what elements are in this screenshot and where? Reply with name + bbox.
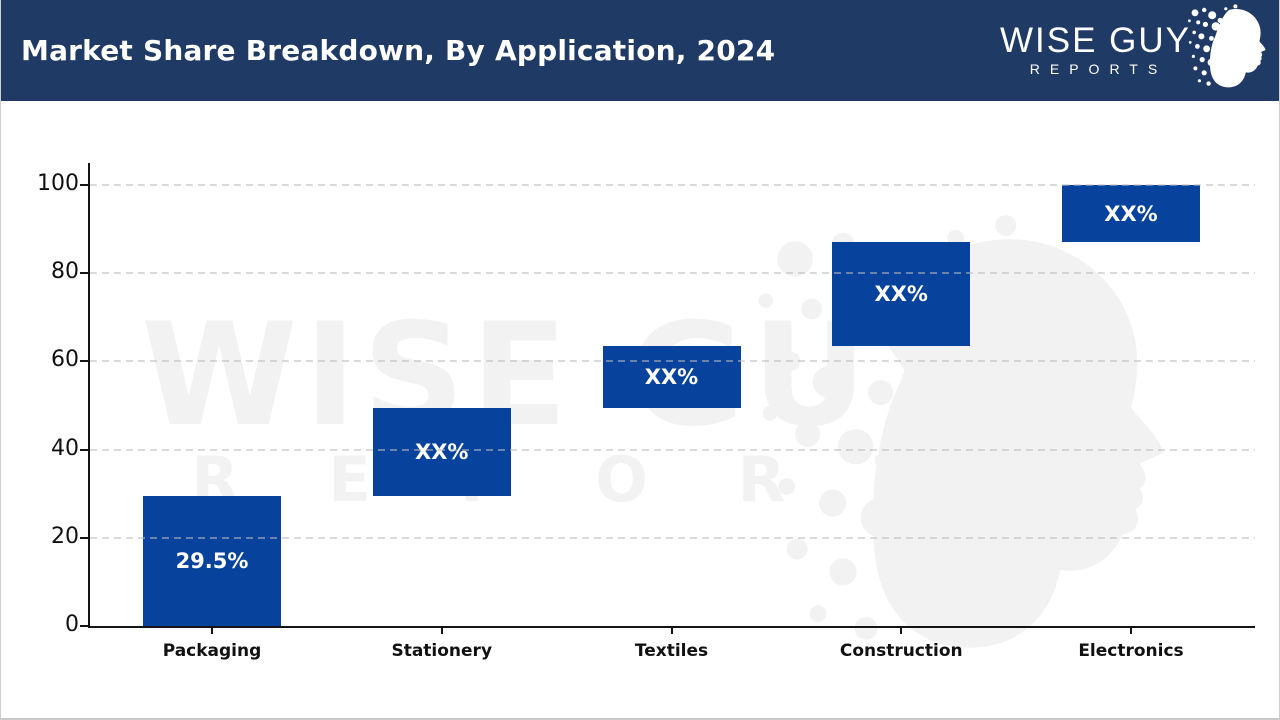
y-tick-label: 40 (51, 435, 79, 461)
x-tick-mark (900, 628, 903, 634)
gridline-80 (90, 272, 1255, 275)
x-label-electronics: Electronics (1078, 641, 1184, 661)
y-tick-label: 0 (65, 612, 79, 637)
x-label-stationery: Stationery (391, 641, 493, 661)
y-tick-label: 60 (51, 347, 79, 373)
header: Market Share Breakdown, By Application, … (1, 0, 1279, 101)
page-title: Market Share Breakdown, By Application, … (21, 34, 776, 67)
bar-value-label: 29.5% (175, 548, 249, 573)
gridline-40 (90, 448, 1255, 451)
bar-value-label: XX% (874, 282, 928, 307)
chart-area: WISE GUY R E P O R T S 29.5% XX% XX% XX% XX%… (1, 101, 1279, 718)
x-tick-mark (211, 628, 213, 634)
brand-logo: WISE GUY REPORTS (1000, 4, 1273, 96)
x-tick-mark (440, 628, 443, 634)
bar-textiles: XX% (602, 345, 741, 408)
y-tick-mark (80, 536, 88, 539)
brand-subname: REPORTS (1029, 60, 1168, 77)
y-tick-mark (80, 184, 88, 186)
y-tick-label: 80 (51, 259, 79, 285)
y-tick-mark (80, 625, 88, 627)
y-tick-mark (80, 272, 88, 275)
x-label-textiles: Textiles (634, 641, 709, 661)
bar-electronics: XX% (1062, 185, 1200, 243)
y-tick-mark (80, 360, 88, 363)
bar-value-label: XX% (1104, 201, 1158, 226)
y-axis-line (88, 163, 90, 628)
brand-head-icon (1188, 4, 1266, 88)
x-tick-mark (670, 628, 673, 634)
x-tick-mark (1130, 628, 1132, 634)
bar-packaging: 29.5% (143, 495, 281, 626)
x-label-packaging: Packaging (162, 641, 262, 661)
y-tick-label: 20 (51, 523, 79, 549)
x-label-construction: Construction (839, 641, 963, 661)
gridline-20 (90, 536, 1255, 539)
bar-value-label: XX% (644, 364, 699, 389)
gridline-100 (90, 184, 1255, 186)
x-axis-line (88, 626, 1255, 628)
brand-logo-text: WISE GUY REPORTS (999, 21, 1191, 77)
bar-value-label: XX% (415, 439, 469, 464)
y-tick-mark (80, 448, 88, 451)
gridline-60 (90, 360, 1255, 363)
bar-stationery: XX% (372, 407, 511, 496)
y-tick-label: 100 (37, 171, 79, 196)
bar-construction: XX% (832, 242, 971, 346)
brand-name: WISE GUY (999, 21, 1191, 61)
